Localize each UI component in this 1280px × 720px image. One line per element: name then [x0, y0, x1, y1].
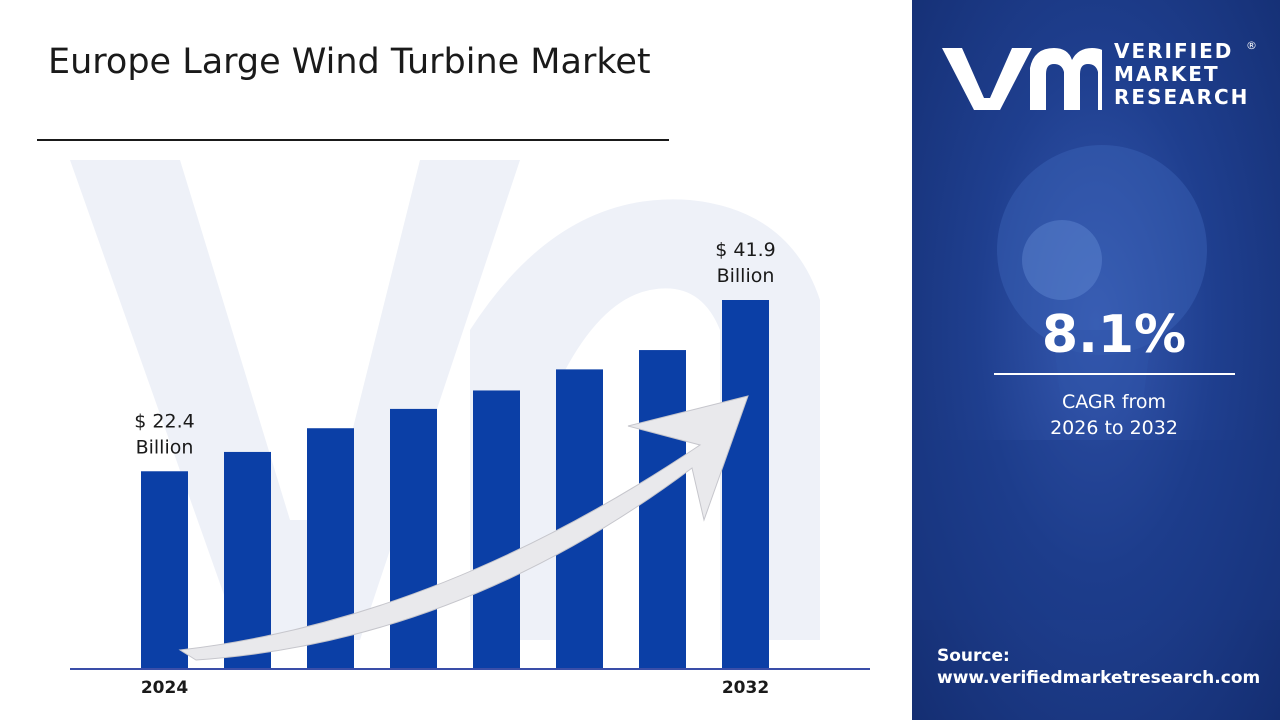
cagr-value: 8.1%: [1041, 305, 1187, 365]
bar-chart: 2024 2032 $ 22.4 Billion $ 41.9 Billion: [70, 239, 870, 698]
brand-line-market: MARKET: [1114, 62, 1220, 86]
brand-line-research: RESEARCH: [1114, 85, 1250, 109]
bar-2: [224, 451, 271, 668]
lightbulb-background-image: [912, 145, 1280, 620]
x-tick-label: 2032: [722, 678, 769, 698]
info-sidebar: VERIFIED MARKET RESEARCH ® 8.1% CAGR fro…: [912, 0, 1280, 720]
growth-arrow: [178, 395, 749, 661]
cagr-label-line1: CAGR from: [1061, 391, 1167, 413]
data-label-unit: Billion: [717, 265, 775, 287]
cagr-label-line2: 2026 to 2032: [1050, 417, 1178, 439]
brand-name: VERIFIED MARKET RESEARCH ®: [1114, 39, 1257, 109]
chart-panel: Europe Large Wind Turbine Market 2024 203…: [37, 42, 870, 698]
source-url[interactable]: www.verifiedmarketresearch.com: [937, 668, 1261, 688]
data-label-unit: Billion: [136, 436, 194, 458]
data-label-value: $ 22.4: [134, 410, 194, 432]
title-divider: [37, 139, 669, 141]
chart-title: Europe Large Wind Turbine Market: [48, 42, 651, 82]
bar-1: [141, 471, 188, 668]
bar-5: [473, 390, 520, 668]
x-tick-label: 2024: [141, 678, 188, 698]
cagr-label: CAGR from 2026 to 2032: [994, 389, 1234, 441]
source-label: Source:: [937, 646, 1010, 666]
source-note: Source: www.verifiedmarketresearch.com: [937, 645, 1260, 689]
brand-line-verified: VERIFIED: [1114, 39, 1234, 63]
bar-7: [639, 350, 686, 668]
bar-8: [722, 300, 769, 668]
cagr-divider: [994, 373, 1235, 375]
registered-mark: ®: [1246, 39, 1257, 52]
bar-4: [390, 408, 437, 668]
vm-logo-icon: [942, 48, 1102, 110]
data-label-value: $ 41.9: [715, 239, 775, 261]
